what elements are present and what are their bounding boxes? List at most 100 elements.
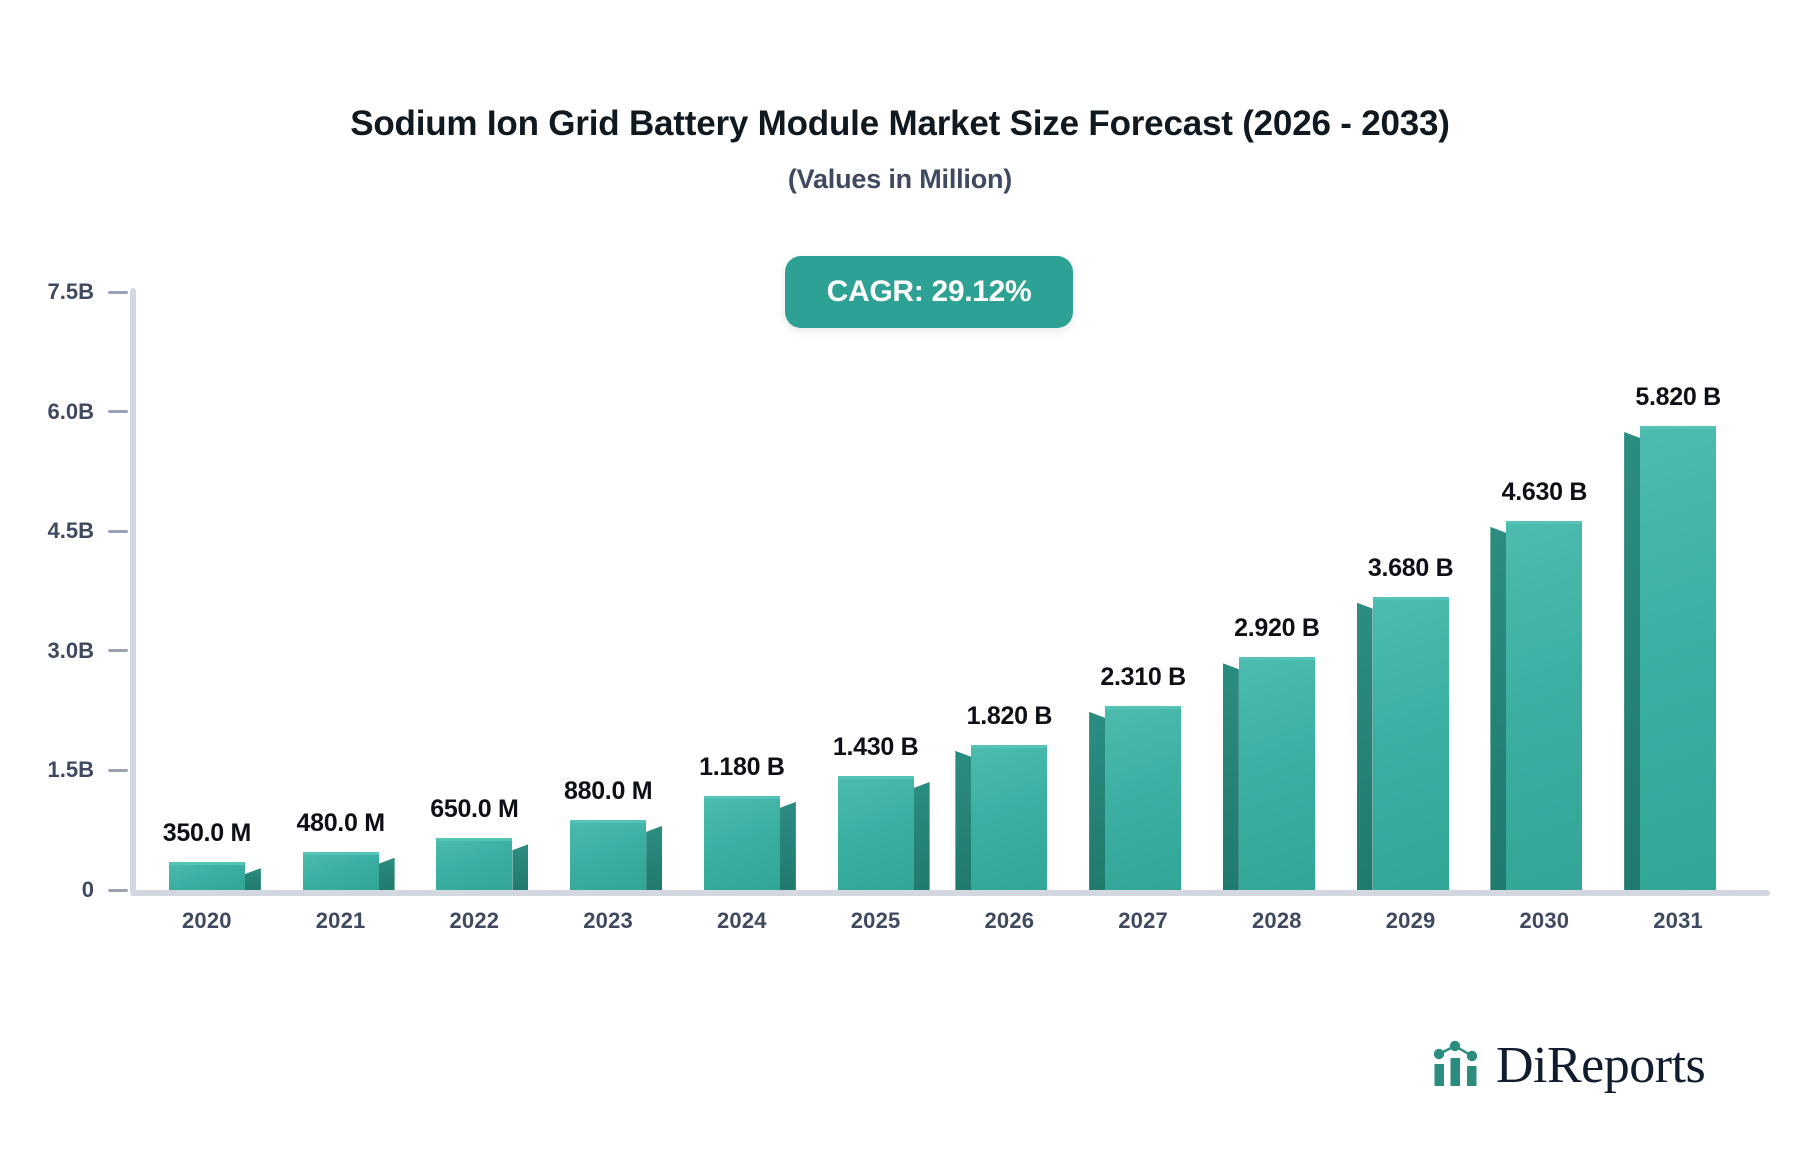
bar-front-face [971,744,1048,890]
bar-2031[interactable]: 5.820 B [1624,0,1732,1156]
bar-shape [955,744,1063,890]
y-axis-tick-mark [108,888,128,892]
bar-shape [1490,520,1598,890]
chart-subtitle: (Values in Million) [787,163,1013,194]
bar-2023[interactable]: 880.0 M [554,0,663,1156]
x-axis-tick-label-2031: 2031 [1653,908,1703,933]
x-axis-tick-label-2025: 2025 [850,908,901,933]
bar-shape [287,851,395,890]
bar-front-face [703,795,780,890]
bar-series: 350.0 M 480.0 M 650.0 M 880.0 M 1.180 B 1.430… [140,0,1740,1156]
y-axis-tick-mark [108,410,128,414]
x-axis-tick-label-2020: 2020 [182,908,232,933]
bar-front-face [1372,596,1449,890]
y-axis-tick-label: 0 [81,877,94,902]
bar-top-face [1238,657,1315,661]
bar-2022[interactable]: 650.0 M [420,0,529,1156]
bar-value-label: 2.310 B [1100,662,1186,691]
cagr-badge-label: CAGR: 29.12% [826,275,1032,308]
y-axis-tick-label: 6.0B [47,398,94,424]
y-axis-tick-mark [108,529,128,533]
bar-shape [153,862,261,890]
bar-2029[interactable]: 3.680 B [1356,0,1465,1156]
bar-top-face [1372,596,1449,600]
bar-value-label: 350.0 M [162,819,252,848]
brand-logo: DiReports [1432,1038,1706,1093]
x-axis-tick-label-2026: 2026 [984,908,1035,933]
bar-2025[interactable]: 1.430 B [822,0,930,1156]
bar-chart-icon [1432,1038,1486,1093]
bar-shape [1624,425,1732,890]
x-axis-tick-label-2021: 2021 [315,908,366,933]
bar-2027[interactable]: 2.310 B [1089,0,1197,1156]
bar-front-face [1506,520,1583,890]
bar-front-face [1105,705,1182,890]
y-axis-tick-mark [108,290,128,294]
y-axis-tick-label: 4.5B [47,518,94,544]
bar-side-face [913,781,930,890]
page-title: Sodium Ion Grid Battery Module Market Si… [350,104,1450,143]
bar-top-face [1105,705,1182,709]
bar-2028[interactable]: 2.920 B [1222,0,1331,1156]
bar-value-label: 3.680 B [1367,553,1454,582]
y-axis-line [130,288,136,894]
x-axis-line [130,890,1770,896]
cagr-badge: CAGR: 29.12% [785,256,1073,328]
bar-side-face [1222,663,1239,890]
bar-side-face [378,857,395,890]
y-axis-tick-label: 3.0B [47,637,94,663]
bar-value-label: 480.0 M [296,808,386,837]
bar-top-face [971,744,1048,748]
bar-top-face [436,838,513,842]
bar-side-face [955,750,972,890]
x-axis-tick-label-2023: 2023 [583,908,633,933]
bar-value-label: 2.920 B [1234,614,1320,643]
bar-value-label: 4.630 B [1501,477,1588,506]
bar-2024[interactable]: 1.180 B [688,0,796,1156]
bar-2021[interactable]: 480.0 M [287,0,395,1156]
x-axis-tick-label-2029: 2029 [1385,908,1436,933]
y-axis-tick-label: 1.5B [47,757,94,783]
bar-value-label: 1.430 B [832,732,919,761]
y-axis-tick-label: 7.5B [47,279,94,304]
chart-header: Sodium Ion Grid Battery Module Market Si… [0,104,1800,195]
bar-top-face [570,819,647,823]
bar-front-face [302,851,379,890]
bar-front-face [1640,425,1717,890]
x-axis-tick-label-2024: 2024 [717,908,767,933]
bar-2026[interactable]: 1.820 B [955,0,1063,1156]
x-axis-tick-label-2027: 2027 [1118,908,1168,933]
y-axis-tick-mark [108,768,128,772]
bar-top-face [703,795,780,799]
bar-value-label: 1.820 B [966,701,1053,730]
bar-side-face [646,825,663,890]
bar-value-label: 880.0 M [564,776,653,805]
bar-shape [554,819,663,890]
x-axis-tick-label-2022: 2022 [449,908,500,933]
bar-shape [688,795,796,890]
bar-front-face [570,819,647,890]
bar-value-label: 650.0 M [430,795,519,824]
x-axis-tick-label-2028: 2028 [1252,908,1302,933]
bar-2020[interactable]: 350.0 M [153,0,261,1156]
bar-front-face [1238,657,1315,890]
bar-side-face [512,844,529,890]
x-axis-tick-label-2030: 2030 [1519,908,1570,933]
y-axis-tick-mark [108,649,128,653]
bar-top-face [837,775,914,779]
bar-shape [1222,657,1331,890]
bar-front-face [837,775,914,890]
bar-2030[interactable]: 4.630 B [1490,0,1598,1156]
bar-front-face [436,838,513,890]
bar-front-face [168,862,245,890]
bar-side-face [1089,711,1106,890]
bar-shape [420,838,529,890]
bar-top-face [1640,425,1717,429]
bar-side-face [1356,602,1373,890]
bar-side-face [1490,526,1507,890]
bar-value-label: 1.180 B [699,752,785,781]
bar-shape [1356,596,1465,890]
bar-shape [822,775,930,890]
